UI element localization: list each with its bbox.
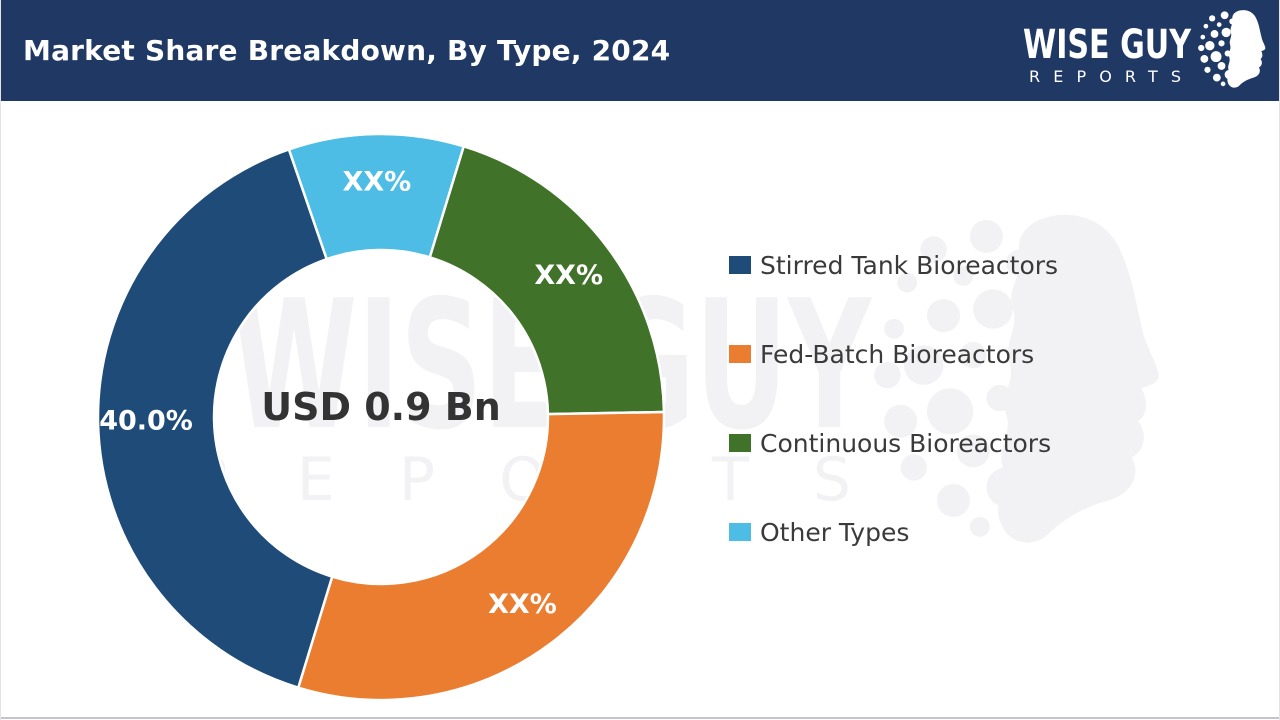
brand-wordmark: WISE GUY bbox=[1023, 22, 1192, 68]
slice-label: XX% bbox=[343, 167, 412, 198]
page-title: Market Share Breakdown, By Type, 2024 bbox=[23, 34, 671, 67]
brand-tagline: REPORTS bbox=[1029, 67, 1181, 86]
legend-swatch bbox=[729, 345, 751, 363]
bottom-divider bbox=[1, 717, 1279, 719]
legend-label: Continuous Bioreactors bbox=[760, 428, 1052, 458]
legend-label: Other Types bbox=[760, 517, 910, 547]
legend-item: Continuous Bioreactors bbox=[729, 428, 1058, 458]
slice-label: XX% bbox=[534, 260, 603, 291]
header-bar: Market Share Breakdown, By Type, 2024 WI… bbox=[1, 0, 1279, 101]
watermark-tagline: REPORTS bbox=[191, 445, 851, 515]
legend-item: Fed-Batch Bioreactors bbox=[729, 339, 1058, 369]
legend-item: Stirred Tank Bioreactors bbox=[729, 250, 1059, 280]
center-value: USD 0.9 Bn bbox=[261, 385, 501, 429]
legend-label: Fed-Batch Bioreactors bbox=[760, 339, 1035, 369]
legend-swatch bbox=[729, 434, 751, 452]
slice-label: XX% bbox=[488, 589, 557, 620]
donut-chart: XX% XX% XX% 40.0% bbox=[96, 132, 666, 702]
pie-slice-fed-batch-bioreactors bbox=[297, 410, 666, 702]
brand-logo: WISE GUY REPORTS bbox=[1023, 10, 1266, 88]
legend-swatch bbox=[729, 523, 751, 541]
legend-item: Other Types bbox=[729, 517, 1058, 547]
dot-face-icon bbox=[1198, 10, 1266, 88]
legend-label: Stirred Tank Bioreactors bbox=[760, 250, 1059, 280]
legend: Stirred Tank Bioreactors Fed-Batch Biorea… bbox=[729, 250, 1059, 611]
pie-slice-continuous-bioreactors bbox=[428, 145, 666, 416]
legend-swatch bbox=[729, 256, 751, 274]
slice-label: 40.0% bbox=[99, 406, 193, 437]
pie-slice-stirred-tank-bioreactors bbox=[96, 148, 334, 689]
